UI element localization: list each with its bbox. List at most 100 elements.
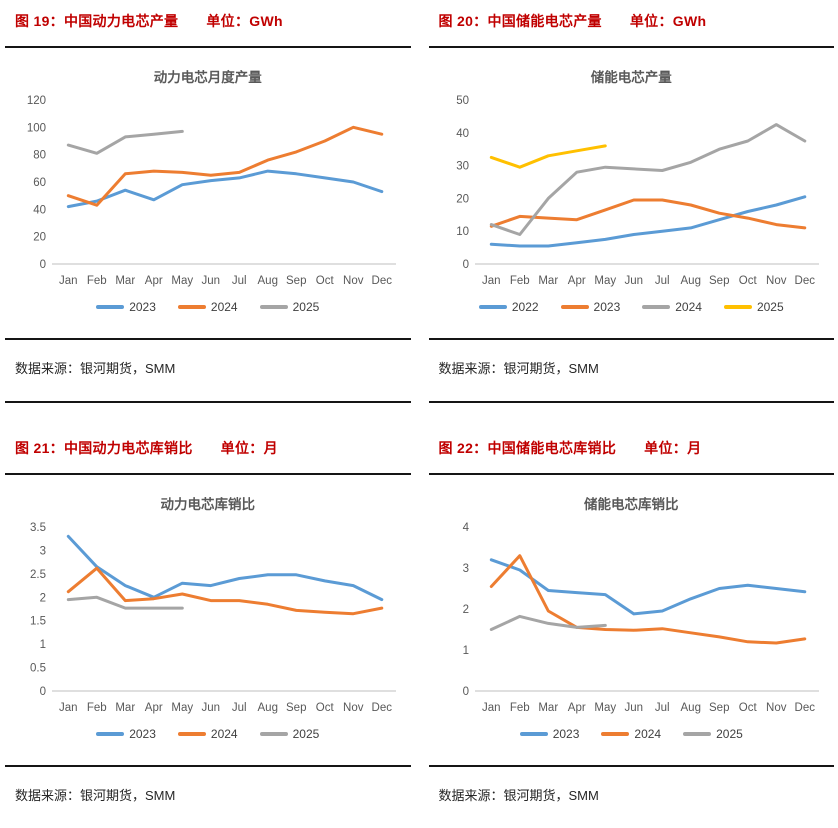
x-axis-label: Jan bbox=[482, 702, 501, 714]
legend-item-2024: 2024 bbox=[177, 300, 238, 314]
figure-unit: 单位：月 bbox=[644, 440, 702, 456]
series-line-2025 bbox=[490, 614, 608, 631]
y-tick-label: 2.5 bbox=[30, 569, 46, 581]
x-axis-label: Jul bbox=[232, 275, 247, 287]
line-chart: 0 0.5 1 1.5 2 2.5 3 3.5 Jan Feb Mar Apr May Jun Jul Aug… bbox=[30, 522, 396, 714]
y-tick-label: 1.5 bbox=[30, 616, 46, 628]
x-axis-label: Mar bbox=[115, 275, 135, 287]
x-axis-label: Feb bbox=[510, 702, 530, 714]
figure-panel-22: 图 22：中国储能电芯库销比 单位：月 储能电芯库销比 0 1 2 3 4 Jan Feb Ma… bbox=[428, 433, 835, 828]
series-line-2023 bbox=[490, 198, 807, 230]
y-tick-label: 0 bbox=[39, 259, 45, 271]
figure-caption: 图 19：中国动力电芯产量 bbox=[15, 13, 179, 29]
x-axis-label: Mar bbox=[539, 275, 559, 287]
figure-caption: 图 21：中国动力电芯库销比 bbox=[15, 440, 193, 456]
legend-item-2024: 2024 bbox=[177, 727, 238, 741]
y-tick-label: 40 bbox=[456, 128, 469, 140]
legend-label: 2024 bbox=[675, 300, 702, 314]
legend-item-2025: 2025 bbox=[723, 300, 784, 314]
divider bbox=[5, 401, 411, 403]
figure-caption-row: 图 22：中国储能电芯库销比 单位：月 bbox=[429, 433, 835, 473]
x-axis-label: Feb bbox=[87, 702, 107, 714]
legend-label: 2022 bbox=[511, 300, 539, 314]
divider bbox=[428, 473, 834, 475]
legend-line-marker bbox=[177, 732, 206, 736]
figure-panel-21: 图 21：中国动力电芯库销比 单位：月 动力电芯库销比 0 0.5 1 1.5 2 2.5 3… bbox=[5, 433, 411, 828]
series-line-2022 bbox=[490, 195, 807, 248]
y-tick-label: 20 bbox=[456, 193, 469, 205]
data-source-note: 数据来源：银河期货，SMM bbox=[438, 788, 599, 803]
legend-item-2025: 2025 bbox=[259, 727, 319, 741]
x-axis-label: Dec bbox=[795, 702, 816, 714]
line-chart: 0 1 2 3 4 Jan Feb Mar Apr May Jun Jul Aug Sep Oct Nov De… bbox=[463, 522, 820, 714]
figure-unit: 单位：月 bbox=[220, 440, 278, 456]
figure-unit: 单位：GWh bbox=[206, 13, 283, 29]
x-axis-label: Nov bbox=[766, 702, 787, 714]
legend-line-marker bbox=[177, 305, 206, 309]
legend-line-marker bbox=[560, 305, 589, 309]
figure-panel-19: 图 19：中国动力电芯产量 单位：GWh 动力电芯月度产量 0 20 40 60 80 10… bbox=[5, 6, 411, 403]
legend-label: 2023 bbox=[129, 727, 156, 741]
x-axis-label: Apr bbox=[145, 275, 163, 287]
chart-title: 储能电芯库销比 bbox=[584, 497, 679, 512]
x-axis-label: Apr bbox=[568, 702, 586, 714]
divider bbox=[428, 338, 834, 340]
x-axis-label: Sep bbox=[709, 275, 729, 287]
x-axis-label: Jun bbox=[625, 275, 644, 287]
x-axis-label: Oct bbox=[739, 702, 758, 714]
x-axis-label: Mar bbox=[115, 702, 135, 714]
x-axis-label: May bbox=[171, 702, 193, 714]
divider bbox=[5, 338, 411, 340]
y-tick-label: 50 bbox=[456, 95, 469, 107]
line-chart: 0 10 20 30 40 50 Jan Feb Mar Apr May Jun Jul Aug Sep Oc… bbox=[456, 95, 820, 287]
series-line-2024 bbox=[490, 554, 807, 645]
chart-title: 动力电芯月度产量 bbox=[153, 70, 262, 85]
figure-caption-row: 图 20：中国储能电芯产量 单位：GWh bbox=[429, 6, 835, 46]
legend-line-marker bbox=[723, 305, 752, 309]
x-axis-label: Nov bbox=[343, 275, 364, 287]
x-axis-label: Jul bbox=[232, 702, 247, 714]
chart-legend: 2023 2024 2025 bbox=[96, 727, 319, 741]
series-line-2023 bbox=[66, 534, 384, 602]
y-tick-label: 0 bbox=[463, 686, 469, 698]
legend-line-marker bbox=[642, 305, 671, 309]
x-axis-label: Jun bbox=[201, 275, 220, 287]
legend-label: 2025 bbox=[756, 300, 784, 314]
legend-item-2023: 2023 bbox=[560, 300, 620, 314]
x-axis-label: Aug bbox=[257, 702, 277, 714]
x-axis-label: Aug bbox=[257, 275, 277, 287]
x-axis-label: Dec bbox=[371, 702, 392, 714]
chart-area: 储能电芯产量 0 10 20 30 40 50 Jan Feb Mar Apr May Jun Jul A… bbox=[429, 48, 835, 338]
series-line-2025 bbox=[66, 129, 184, 155]
y-tick-label: 20 bbox=[33, 232, 46, 244]
series-line-2024 bbox=[66, 566, 384, 616]
legend-item-2024: 2024 bbox=[642, 300, 702, 314]
divider bbox=[428, 46, 834, 48]
y-tick-label: 0.5 bbox=[30, 663, 46, 675]
x-axis-label: Jan bbox=[482, 275, 501, 287]
x-axis-label: Jun bbox=[201, 702, 220, 714]
y-tick-label: 0 bbox=[39, 686, 45, 698]
x-axis-label: Jan bbox=[59, 275, 78, 287]
legend-item-2023: 2023 bbox=[96, 727, 156, 741]
figure-caption: 图 20：中国储能电芯产量 bbox=[438, 13, 602, 29]
y-tick-label: 2 bbox=[39, 592, 45, 604]
x-axis-label: Aug bbox=[681, 702, 701, 714]
chart-legend: 2023 2024 2025 bbox=[96, 300, 319, 314]
x-axis-label: Nov bbox=[766, 275, 787, 287]
x-axis-label: Sep bbox=[709, 702, 729, 714]
y-tick-label: 3 bbox=[463, 563, 469, 575]
legend-item-2023: 2023 bbox=[519, 727, 579, 741]
legend-label: 2023 bbox=[129, 300, 156, 314]
y-tick-label: 3.5 bbox=[30, 522, 46, 534]
chart-title: 储能电芯产量 bbox=[590, 70, 672, 85]
x-axis-label: Apr bbox=[145, 702, 163, 714]
line-chart: 0 20 40 60 80 100 120 Jan Feb Mar Apr May Jun Jul Aug S… bbox=[27, 95, 396, 287]
x-axis-label: May bbox=[595, 275, 617, 287]
y-tick-label: 120 bbox=[27, 95, 46, 107]
chart-title: 动力电芯库销比 bbox=[160, 497, 256, 512]
y-tick-label: 10 bbox=[456, 226, 469, 238]
x-axis-label: May bbox=[595, 702, 617, 714]
legend-line-marker bbox=[683, 732, 712, 736]
